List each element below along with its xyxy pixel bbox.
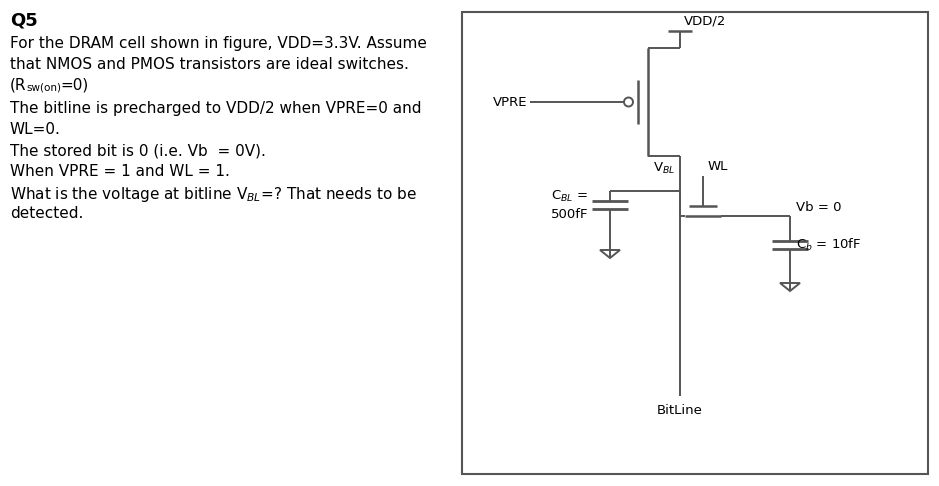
Text: detected.: detected.: [10, 206, 84, 221]
Text: VDD/2: VDD/2: [684, 15, 727, 28]
Text: What is the voltage at bitline V$_{BL}$=? That needs to be: What is the voltage at bitline V$_{BL}$=…: [10, 185, 417, 204]
Text: WL=0.: WL=0.: [10, 122, 61, 137]
Text: (R: (R: [10, 78, 26, 93]
Text: For the DRAM cell shown in figure, VDD=3.3V. Assume: For the DRAM cell shown in figure, VDD=3…: [10, 36, 427, 51]
Text: The bitline is precharged to VDD/2 when VPRE=0 and: The bitline is precharged to VDD/2 when …: [10, 101, 422, 116]
Text: =0): =0): [60, 78, 88, 93]
Bar: [462, 12, 928, 474]
Text: C$_{BL}$ =
500fF: C$_{BL}$ = 500fF: [550, 189, 588, 221]
Text: Vb = 0: Vb = 0: [796, 201, 841, 214]
Text: WL: WL: [708, 160, 729, 173]
Text: Q5: Q5: [10, 12, 38, 30]
Text: When VPRE = 1 and WL = 1.: When VPRE = 1 and WL = 1.: [10, 164, 230, 179]
Text: sw(on): sw(on): [26, 82, 61, 92]
Text: BitLine: BitLine: [657, 404, 703, 417]
Text: VPRE: VPRE: [492, 96, 527, 108]
Text: V$_{BL}$: V$_{BL}$: [653, 161, 675, 176]
Text: that NMOS and PMOS transistors are ideal switches.: that NMOS and PMOS transistors are ideal…: [10, 57, 408, 72]
Text: The stored bit is 0 (i.e. Vb  = 0V).: The stored bit is 0 (i.e. Vb = 0V).: [10, 143, 266, 158]
Text: C$_b$ = 10fF: C$_b$ = 10fF: [796, 237, 861, 253]
